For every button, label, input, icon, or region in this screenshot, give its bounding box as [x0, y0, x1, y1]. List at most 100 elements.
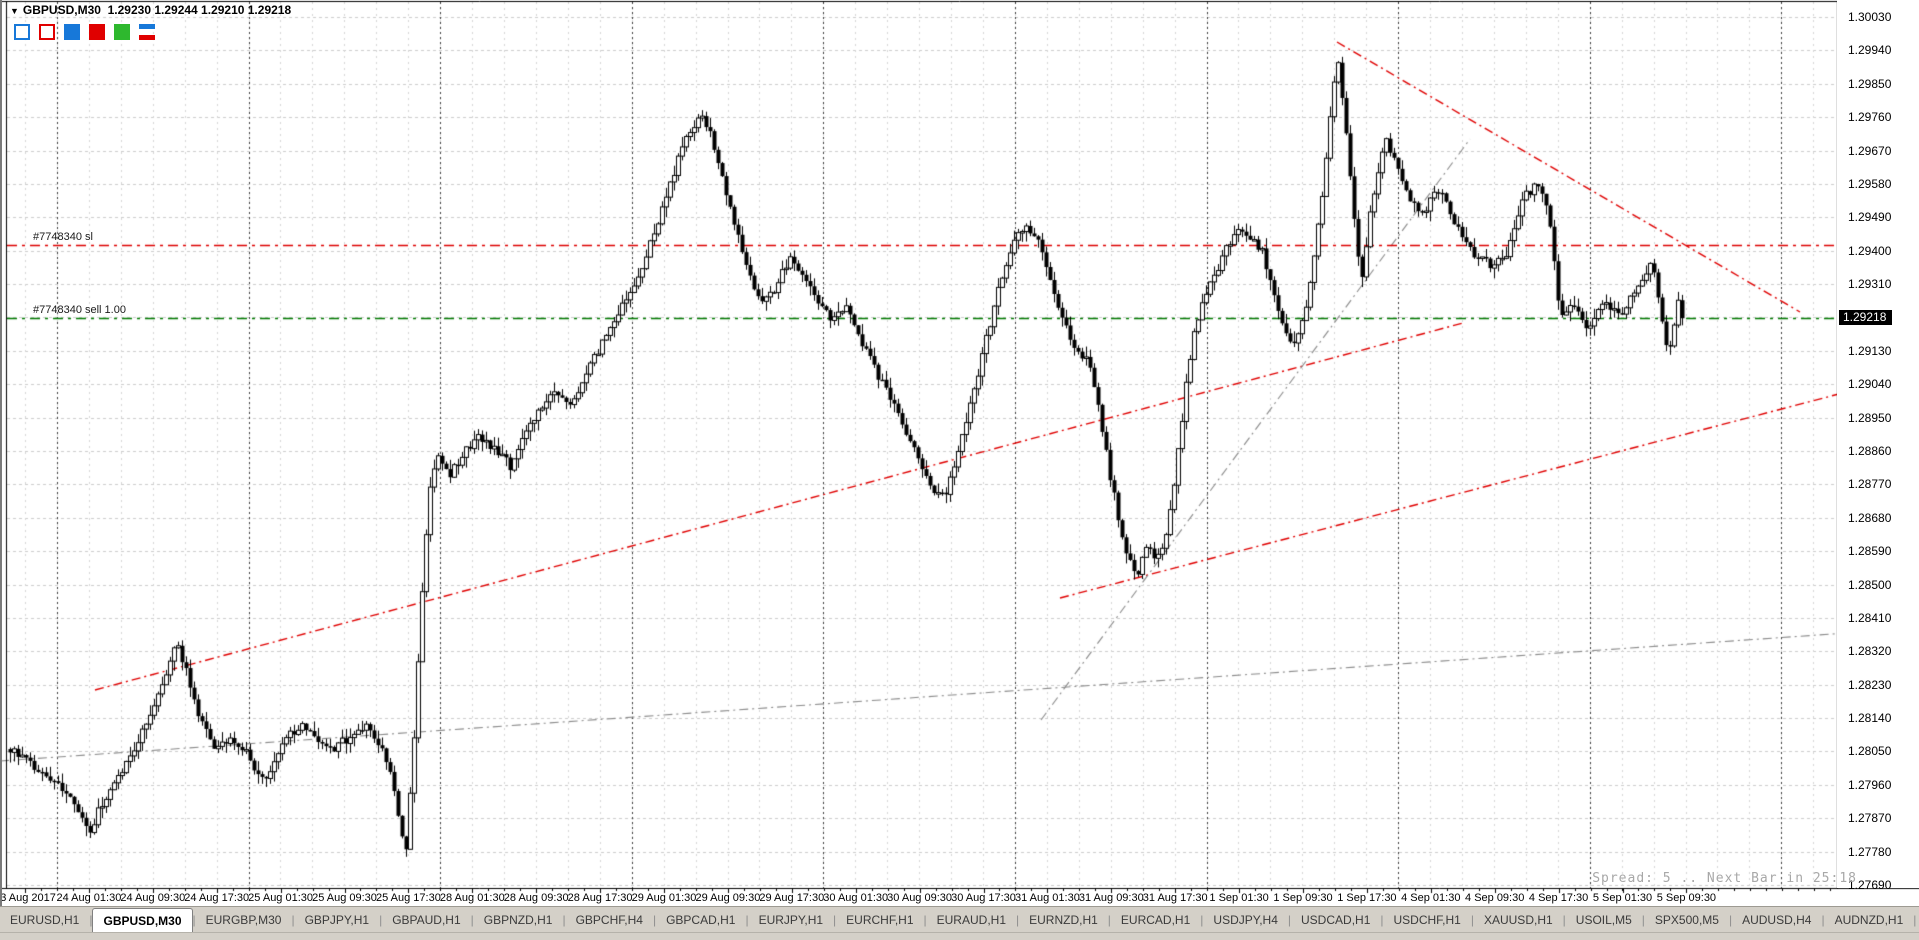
tab-separator: |: [379, 913, 383, 927]
chart-tab-eurnzd-h1[interactable]: EURNZD,H1: [1029, 913, 1098, 927]
chart-tab-usdjpy-h4[interactable]: USDJPY,H4: [1213, 913, 1278, 927]
chart-tab-xauusd-h1[interactable]: XAUUSD,H1: [1483, 913, 1553, 927]
price-axis-label: 1.29850: [1848, 76, 1892, 91]
tab-separator: |: [1821, 913, 1825, 927]
price-axis-label: 1.27780: [1848, 844, 1892, 859]
time-axis-label: 30 Aug 01:30: [823, 892, 889, 904]
time-axis-label: 4 Sep 01:30: [1401, 892, 1461, 904]
tab-separator: |: [1016, 913, 1020, 927]
chart-tab-eurcad-h1[interactable]: EURCAD,H1: [1120, 913, 1191, 927]
price-axis-label: 1.27960: [1848, 777, 1892, 792]
time-axis-label: 1 Sep 01:30: [1209, 892, 1269, 904]
price-axis-label: 1.29130: [1848, 343, 1892, 358]
price-axis-label: 1.29580: [1848, 176, 1892, 191]
red-square-icon[interactable]: [89, 24, 105, 40]
price-axis-label: 1.29940: [1848, 43, 1892, 58]
time-axis-label: 1 Sep 17:30: [1337, 892, 1397, 904]
time-axis-label: 24 Aug 17:30: [184, 892, 250, 904]
price-axis-label: 1.28230: [1848, 677, 1892, 692]
chart-tab-audusd-h4[interactable]: AUDUSD,H4: [1742, 913, 1812, 927]
chart-tab-usdcad-h1[interactable]: USDCAD,H1: [1301, 913, 1371, 927]
chart-tab-audnzd-h1[interactable]: AUDNZD,H1: [1834, 913, 1904, 927]
price-axis-label: 1.30030: [1848, 10, 1892, 24]
time-axis-label: 25 Aug 17:30: [375, 892, 441, 904]
chart-tab-gbpcad-h1[interactable]: GBPCAD,H1: [666, 913, 736, 927]
ohlc-readout: 1.29230 1.29244 1.29210 1.29218: [107, 3, 292, 17]
chart-tab-gbpnzd-h1[interactable]: GBPNZD,H1: [483, 913, 553, 927]
price-axis-label: 1.27690: [1848, 878, 1892, 892]
price-axis[interactable]: 1.30030 1.29940 1.29850 1.29760 1.29670 1.295…: [1837, 0, 1919, 892]
chart-tab-usdchf-h1[interactable]: USDCHF,H1: [1393, 913, 1461, 927]
spread-next-bar-status: Spread: 5 .. Next Bar in 25:18: [1592, 871, 1857, 886]
price-axis-label: 1.27870: [1848, 811, 1892, 826]
chart-tab-gbpusd-m30[interactable]: GBPUSD,M30: [92, 908, 193, 933]
price-axis-label: 1.29670: [1848, 143, 1892, 158]
chart-tab-gbpchf-h4[interactable]: GBPCHF,H4: [575, 913, 643, 927]
green-square-icon[interactable]: [114, 24, 130, 40]
price-axis-label: 1.28140: [1848, 711, 1892, 726]
price-axis-label: 1.28770: [1848, 477, 1892, 492]
sell-order-label[interactable]: #7748340 sell 1.00: [33, 304, 126, 317]
tab-separator: |: [1380, 913, 1384, 927]
hollow-blue-square-icon[interactable]: [14, 24, 30, 40]
tab-separator: |: [1200, 913, 1204, 927]
blue-square-icon[interactable]: [64, 24, 80, 40]
time-axis-label: 29 Aug 09:30: [695, 892, 761, 904]
tab-separator: |: [192, 913, 196, 927]
time-axis-label: 31 Aug 01:30: [1014, 892, 1080, 904]
tab-separator: |: [923, 913, 927, 927]
chart-tab-spx500-m5[interactable]: SPX500,M5: [1654, 913, 1719, 927]
time-axis-label: 5 Sep 09:30: [1656, 892, 1717, 904]
time-axis-label: 4 Sep 09:30: [1465, 892, 1525, 904]
price-axis-label: 1.29400: [1848, 243, 1892, 258]
symbol-period-label: GBPUSD,M30: [22, 3, 101, 17]
stop-loss-label[interactable]: #7748340 sl: [33, 231, 93, 244]
tab-separator: |: [1470, 913, 1474, 927]
time-axis-label: 5 Sep 01:30: [1592, 892, 1653, 904]
price-axis-label: 1.29310: [1848, 277, 1892, 292]
chart-tab-eurchf-h1[interactable]: EURCHF,H1: [846, 913, 914, 927]
tab-separator: |: [745, 913, 749, 927]
tab-separator: |: [1913, 913, 1917, 927]
tab-separator: |: [1287, 913, 1292, 927]
chart-tab-eurjpy-h1[interactable]: EURJPY,H1: [758, 913, 824, 927]
time-axis-label: 31 Aug 17:30: [1142, 892, 1208, 904]
tab-separator: |: [1562, 913, 1566, 927]
chart-tab-bar: EURUSD,H1 | GBPUSD,M30 | EURGBP,M30 | GBPJPY,H…: [0, 906, 1919, 933]
tab-separator: |: [1728, 913, 1733, 927]
chart-symbol-title[interactable]: ▼ GBPUSD,M30 1.29230 1.29244 1.29210 1.29…: [10, 3, 291, 17]
time-axis-label: 29 Aug 17:30: [759, 892, 825, 904]
hollow-red-square-icon[interactable]: [39, 24, 55, 40]
time-axis-label: 23 Aug 2017: [0, 892, 56, 904]
chart-tab-gbpaud-h1[interactable]: GBPAUD,H1: [392, 913, 461, 927]
price-axis-label: 1.29760: [1848, 110, 1892, 125]
tab-separator: |: [833, 913, 837, 927]
tab-separator: |: [1107, 913, 1111, 927]
price-axis-label: 1.29490: [1848, 210, 1892, 225]
time-axis-label: 31 Aug 09:30: [1078, 892, 1144, 904]
chart-tab-usoil-m5[interactable]: USOIL,M5: [1575, 913, 1632, 927]
time-axis-label: 28 Aug 17:30: [567, 892, 633, 904]
current-price-badge: 1.29218: [1839, 310, 1893, 326]
chart-tab-gbpjpy-h1[interactable]: GBPJPY,H1: [304, 913, 370, 927]
price-axis-label: 1.28680: [1848, 510, 1892, 525]
tab-separator: |: [652, 913, 657, 927]
chart-tab-eurgbp-m30[interactable]: EURGBP,M30: [205, 913, 282, 927]
price-axis-label: 1.28590: [1848, 544, 1892, 559]
chart-tab-euraud-h1[interactable]: EURAUD,H1: [936, 913, 1006, 927]
time-axis-label: 30 Aug 17:30: [951, 892, 1016, 904]
price-axis-label: 1.28320: [1848, 644, 1892, 659]
price-axis-label: 1.28050: [1848, 744, 1892, 759]
chart-tab-eurusd-h1[interactable]: EURUSD,H1: [10, 913, 80, 927]
tab-separator: |: [89, 913, 93, 927]
price-axis-label: 1.28500: [1848, 577, 1892, 592]
time-axis-label: 24 Aug 01:30: [56, 892, 122, 904]
window-left-edge: [0, 0, 2, 906]
blue-red-bars-icon[interactable]: [139, 24, 155, 40]
price-axis-label: 1.29040: [1848, 377, 1892, 392]
tab-separator: |: [562, 913, 566, 927]
bottom-scroll-strip[interactable]: [0, 932, 1919, 940]
tab-separator: |: [470, 913, 474, 927]
